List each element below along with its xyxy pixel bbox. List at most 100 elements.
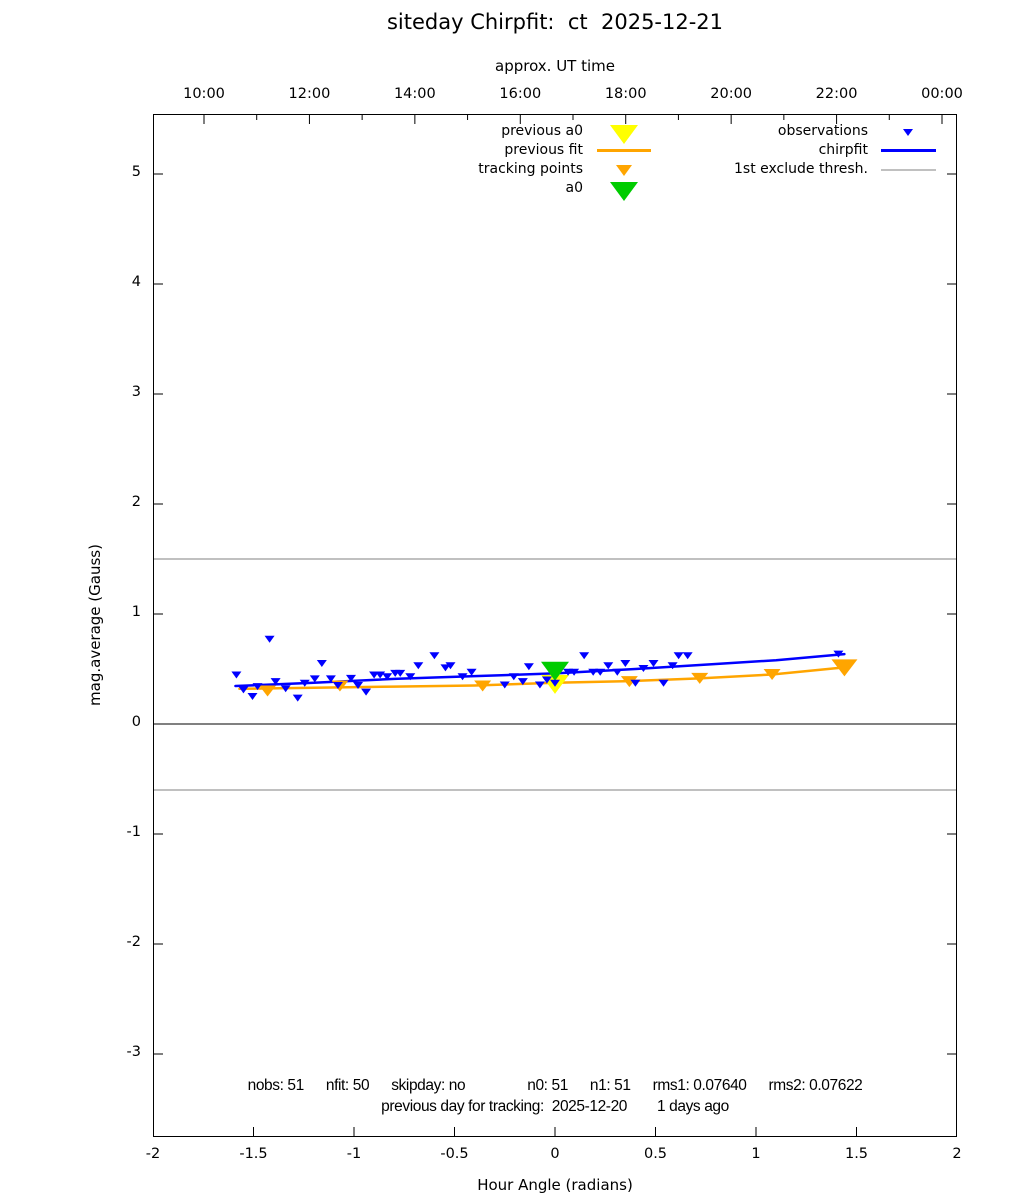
observations-marker (595, 668, 606, 676)
x-axis-title: Hour Angle (radians) (477, 1176, 633, 1194)
observations-marker (638, 664, 649, 672)
ut-tick-label: 18:00 (604, 86, 647, 102)
tracking-points-legend-icon (616, 165, 632, 176)
observations-marker (457, 673, 468, 681)
observations-marker (588, 668, 599, 676)
hour-angle-tick-label: 2 (952, 1146, 962, 1162)
observations-marker (499, 681, 510, 689)
tracking-points-marker (763, 669, 781, 680)
previous-day-ago: 1 days ago (657, 1098, 729, 1115)
observations-marker (252, 683, 263, 691)
hour-angle-tick-label: -2 (145, 1146, 161, 1162)
mag-tick-label: 2 (131, 494, 141, 510)
observations-marker (550, 679, 560, 687)
observations-marker (292, 694, 303, 702)
top-axis-title: approx. UT time (495, 57, 615, 75)
observations-marker (440, 664, 451, 672)
mag-tick-label: -2 (126, 934, 141, 950)
tracking-points-marker (474, 680, 492, 692)
legend-label-previous-fit: previous fit (504, 142, 583, 158)
observations-marker (445, 662, 456, 670)
hour-angle-tick-label: -1.5 (239, 1146, 268, 1162)
stat-nobs: nobs: 51 (247, 1077, 305, 1094)
ut-tick-label: 20:00 (710, 86, 753, 102)
plot-title: siteday Chirpfit: ct 2025-12-21 (386, 10, 724, 34)
legend-label-tracking-points: tracking points (478, 161, 583, 177)
legend-label-a0: a0 (565, 180, 584, 196)
stat-rms1: rms1: 0.07640 (652, 1077, 747, 1094)
stat-skipday: skipday: no (391, 1077, 466, 1094)
mag-tick-label: 3 (131, 384, 141, 400)
observations-marker (429, 652, 440, 660)
observations-marker (231, 671, 242, 679)
observations-marker (673, 652, 684, 660)
stat-rms2: rms2: 0.07622 (768, 1077, 863, 1094)
observations-marker (361, 688, 372, 696)
stat-n0: n0: 51 (527, 1077, 568, 1094)
fit-stats-line: nobs: 51 nfit: 50 skipday: no n0: 51 n1:… (153, 1077, 957, 1095)
legend-label-chirpfit: chirpfit (818, 142, 868, 158)
tracking-points-marker (691, 672, 709, 684)
ut-tick-label: 12:00 (288, 86, 331, 102)
observations-marker (316, 660, 327, 667)
observations-marker (395, 669, 406, 677)
observations-marker (299, 679, 310, 687)
mag-tick-label: -3 (126, 1044, 141, 1060)
a0-marker (541, 661, 569, 681)
mag-tick-label: -1 (126, 824, 141, 840)
observations-marker (280, 685, 291, 693)
observations-marker (264, 635, 275, 643)
y-axis-title: mag.average (Gauss) (86, 544, 104, 706)
hour-angle-tick-label: 0.5 (643, 1146, 668, 1162)
hour-angle-tick-label: 1 (751, 1146, 761, 1162)
observations-marker (648, 660, 659, 667)
observations-marker (833, 650, 844, 658)
observations-marker (620, 660, 631, 667)
mag-tick-label: 4 (131, 274, 141, 290)
ut-tick-label: 10:00 (183, 86, 225, 102)
observations-marker (413, 662, 424, 670)
observations-marker (523, 663, 534, 671)
ut-tick-label: 00:00 (921, 86, 963, 102)
observations-marker (466, 668, 477, 676)
a0-legend-icon (610, 182, 638, 201)
observations-marker (270, 678, 281, 686)
previous-a0-legend-icon (610, 125, 638, 144)
observations-marker (309, 675, 320, 683)
observations-marker (517, 678, 528, 686)
hour-angle-tick-label: 1.5 (844, 1146, 869, 1162)
ut-tick-label: 16:00 (499, 86, 542, 102)
tracking-points-marker (259, 685, 277, 697)
observations-marker (603, 662, 614, 670)
observations-legend-icon (903, 129, 913, 136)
observations-marker (238, 686, 249, 694)
hour-angle-tick-label: -1 (346, 1146, 362, 1162)
observations-marker (325, 675, 336, 683)
tracking-points-marker (620, 676, 638, 688)
mag-tick-label: 1 (131, 604, 141, 620)
observations-marker (405, 673, 416, 681)
previous-day-label: previous day for tracking: 2025-12-20 (381, 1098, 628, 1115)
mag-tick-label: 5 (131, 164, 141, 180)
stat-n1: n1: 51 (589, 1077, 631, 1094)
observations-marker (612, 668, 623, 676)
observations-marker (332, 682, 343, 689)
legend-label-observations: observations (777, 123, 868, 139)
legend-label-exclude-thresh: 1st exclude thresh. (734, 161, 868, 177)
observations-marker (345, 674, 356, 682)
observations-marker (630, 679, 641, 687)
observations-marker (682, 652, 693, 660)
observations-marker (508, 673, 519, 681)
hour-angle-tick-label: -0.5 (440, 1146, 469, 1162)
observations-marker (247, 693, 258, 700)
legend-label-previous-a0: previous a0 (501, 123, 583, 139)
tracking-points-marker (831, 659, 858, 677)
mag-tick-label: 0 (131, 714, 141, 730)
chirpfit-curve (234, 652, 846, 688)
observations-marker (541, 676, 552, 684)
plot-area (153, 114, 957, 1137)
stat-nfit: nfit: 50 (325, 1077, 370, 1094)
previous-fit-legend-icon (597, 149, 651, 152)
observations-marker (667, 662, 678, 670)
